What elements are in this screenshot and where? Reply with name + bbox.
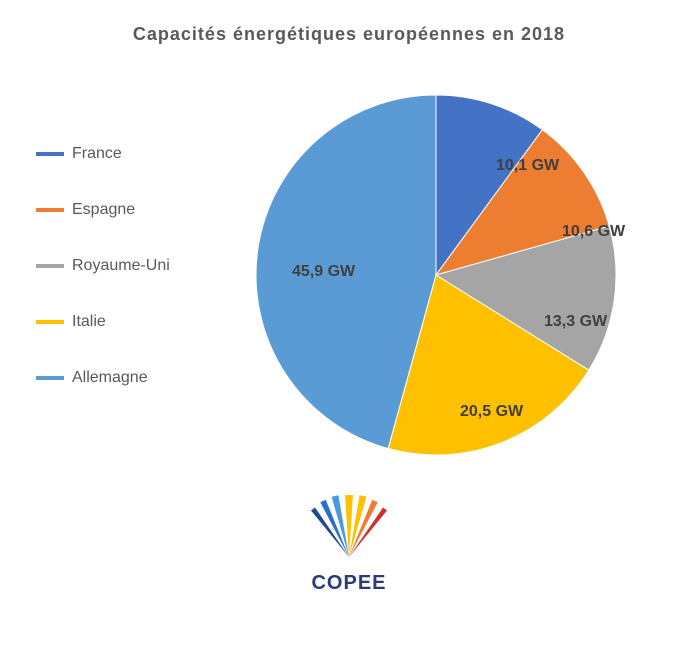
logo-ray — [320, 500, 349, 557]
logo-icon — [299, 495, 399, 565]
legend-swatch — [36, 264, 64, 268]
logo-area: COPEE — [0, 495, 698, 595]
legend-label: Espagne — [72, 201, 135, 219]
logo: COPEE — [299, 495, 399, 595]
legend-item: Espagne — [36, 201, 216, 219]
legend-item: France — [36, 145, 216, 163]
chart-title: Capacités énergétiques européennes en 20… — [0, 24, 698, 45]
legend-swatch — [36, 320, 64, 324]
slice-label: 10,6 GW — [562, 223, 625, 241]
pie-svg — [216, 65, 656, 485]
slice-label: 10,1 GW — [496, 157, 559, 175]
pie-chart: 10,1 GW 10,6 GW 13,3 GW 20,5 GW 45,9 GW — [216, 65, 656, 485]
legend-item: Allemagne — [36, 369, 216, 387]
logo-ray — [349, 500, 378, 557]
slice-label: 13,3 GW — [544, 313, 607, 331]
legend-item: Royaume-Uni — [36, 257, 216, 275]
legend: France Espagne Royaume-Uni Italie Allemagne — [36, 145, 216, 387]
slice-label: 20,5 GW — [460, 403, 523, 421]
legend-label: Italie — [72, 313, 106, 331]
legend-label: Allemagne — [72, 369, 148, 387]
legend-label: Royaume-Uni — [72, 257, 170, 275]
legend-swatch — [36, 152, 64, 156]
legend-label: France — [72, 145, 122, 163]
chart-content: FranceEspagneRoyaume-UniItalieAllemagne … — [0, 65, 698, 485]
logo-text: COPEE — [299, 572, 399, 595]
legend-swatch — [36, 208, 64, 212]
slice-label: 45,9 GW — [292, 263, 355, 281]
legend-swatch — [36, 376, 64, 380]
legend-item: Italie — [36, 313, 216, 331]
logo-ray — [345, 495, 353, 557]
